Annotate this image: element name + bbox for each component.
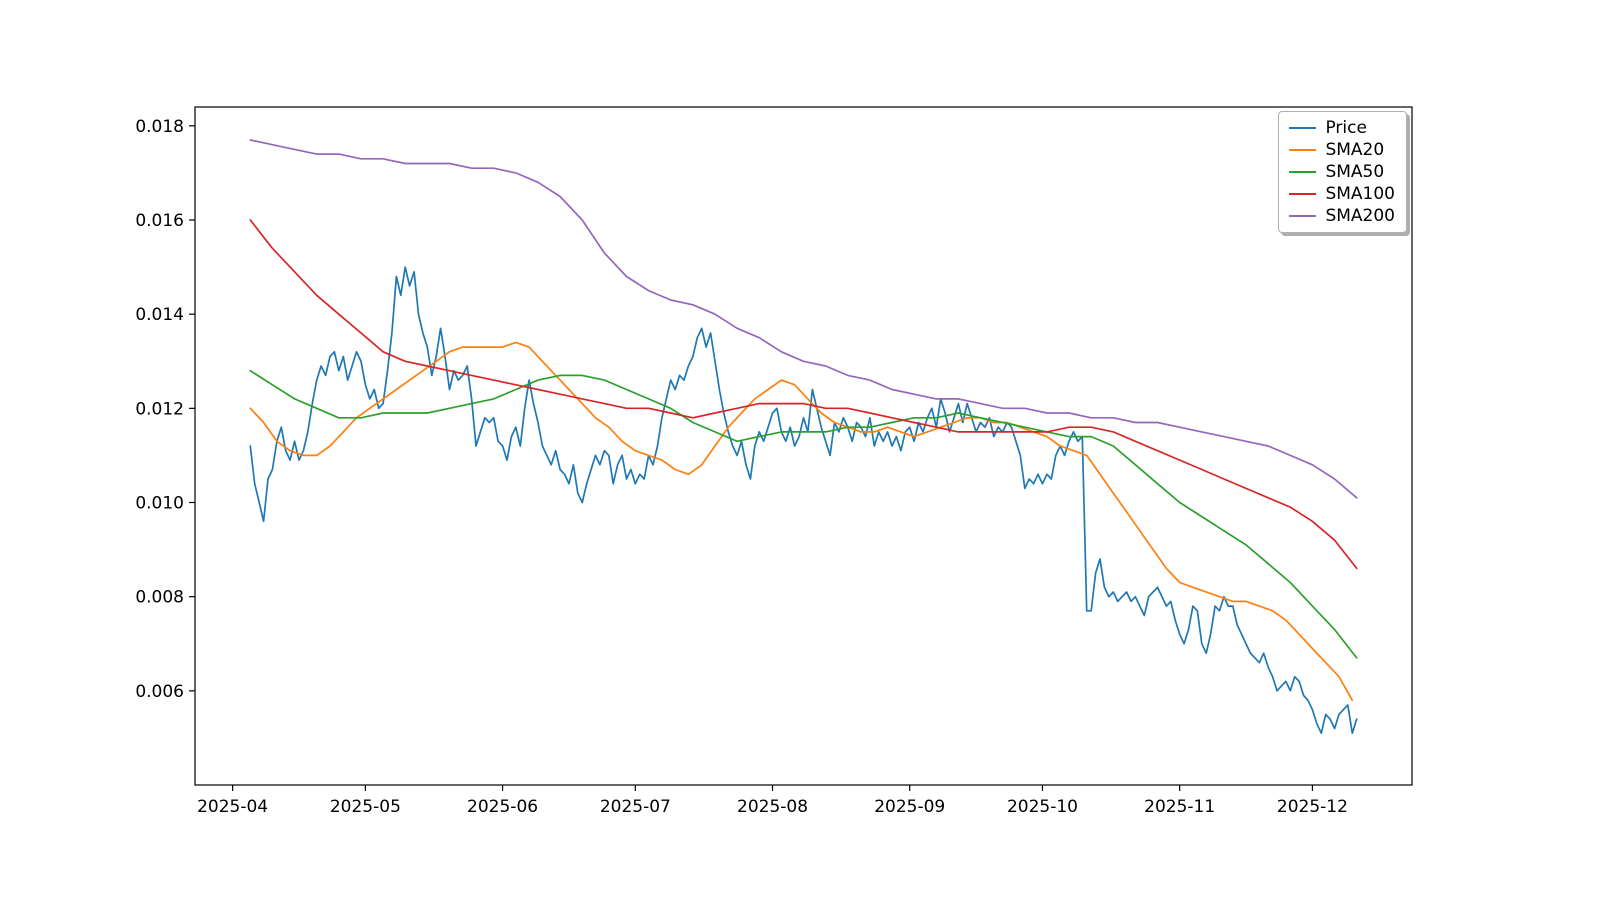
x-tick-label: 2025-06 <box>467 797 538 817</box>
x-tick-label: 2025-11 <box>1144 797 1215 817</box>
series-line-sma100 <box>249 219 1358 570</box>
y-tick-label: 0.006 <box>135 682 184 702</box>
legend-label: SMA100 <box>1325 184 1395 204</box>
x-tick-label: 2025-07 <box>600 797 671 817</box>
legend-item-sma100: SMA100 <box>1289 185 1395 203</box>
legend-item-sma50: SMA50 <box>1289 163 1395 181</box>
legend-label: SMA50 <box>1325 162 1385 182</box>
plot-frame <box>194 106 1413 786</box>
x-tick-label: 2025-05 <box>330 797 401 817</box>
legend-label: Price <box>1325 118 1367 138</box>
y-tick-label: 0.010 <box>135 494 184 514</box>
legend-label: SMA20 <box>1325 140 1385 160</box>
legend-label: SMA200 <box>1325 206 1395 226</box>
series-line-sma50 <box>249 369 1358 659</box>
series-line-sma20 <box>249 341 1354 702</box>
series-line-sma200 <box>249 139 1358 499</box>
legend-line-swatch <box>1289 215 1317 217</box>
legend: Price SMA20 SMA50 SMA100 SMA200 <box>1278 111 1407 233</box>
x-tick-label: 2025-10 <box>1007 797 1078 817</box>
y-tick-label: 0.014 <box>135 305 184 325</box>
legend-line-swatch <box>1289 171 1317 173</box>
legend-item-price: Price <box>1289 119 1395 137</box>
x-tick-label: 2025-04 <box>197 797 268 817</box>
series-line-price <box>249 266 1358 735</box>
y-tick-label: 0.008 <box>135 588 184 608</box>
legend-line-swatch <box>1289 193 1317 195</box>
y-tick-label: 0.018 <box>135 117 184 137</box>
x-tick-label: 2025-08 <box>737 797 808 817</box>
legend-item-sma20: SMA20 <box>1289 141 1395 159</box>
legend-item-sma200: SMA200 <box>1289 207 1395 225</box>
legend-line-swatch <box>1289 127 1317 129</box>
legend-line-swatch <box>1289 149 1317 151</box>
x-tick-label: 2025-12 <box>1277 797 1348 817</box>
y-tick-label: 0.016 <box>135 211 184 231</box>
x-tick-label: 2025-09 <box>874 797 945 817</box>
y-tick-label: 0.012 <box>135 399 184 419</box>
